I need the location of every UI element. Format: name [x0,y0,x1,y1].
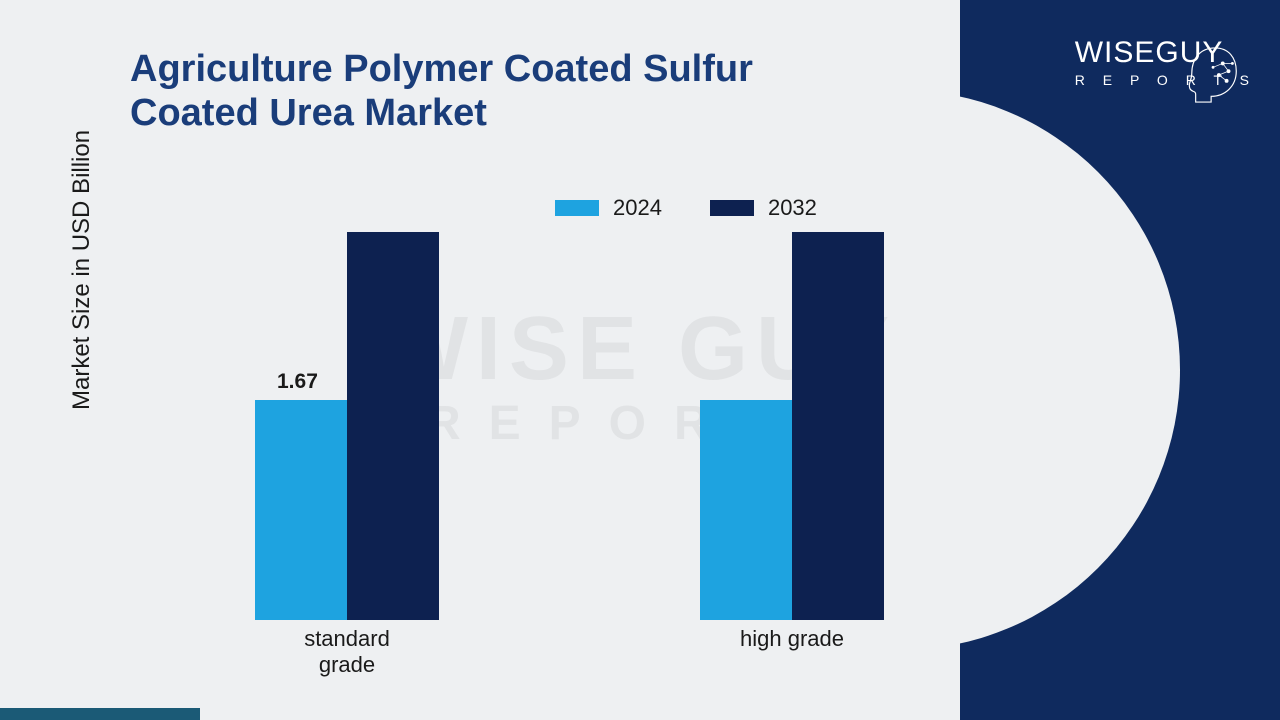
plot-area: 1.67 [160,225,960,620]
bar [792,232,884,620]
bar [347,232,439,620]
bottom-accent-bar [0,708,200,720]
legend-item-2032: 2032 [710,195,817,221]
y-axis-label: Market Size in USD Billion [68,130,96,410]
legend: 2024 2032 [555,195,817,221]
legend-item-2024: 2024 [555,195,662,221]
legend-swatch-2032 [710,200,754,216]
legend-label-2024: 2024 [613,195,662,221]
chart-canvas: WISE GUY REPORTS Agriculture Polymer Coa… [0,0,1280,720]
bar-group [255,232,439,620]
bar-group [700,232,884,620]
legend-swatch-2024 [555,200,599,216]
head-icon [1186,44,1244,108]
bar [700,400,792,620]
x-axis-category-label: standardgrade [255,626,439,679]
bar [255,400,347,620]
x-axis-category-label: high grade [700,626,884,652]
chart-title: Agriculture Polymer Coated Sulfur Coated… [130,48,850,135]
legend-label-2032: 2032 [768,195,817,221]
